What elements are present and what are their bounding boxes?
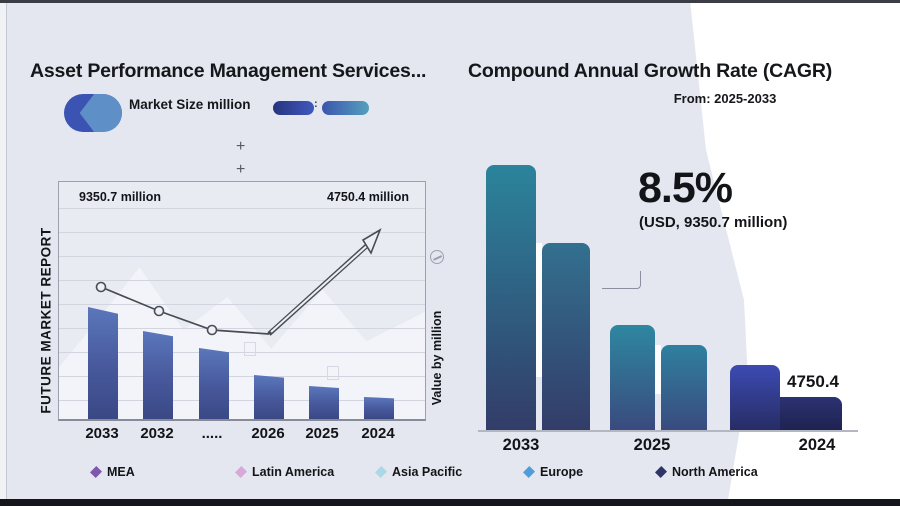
legend-diamond-icon <box>523 466 535 478</box>
value-axis-label: Value by million <box>430 310 444 406</box>
gridline <box>59 376 425 377</box>
mini-pill-teal-icon <box>322 101 369 115</box>
end-value-annotation: 4750.4 million <box>327 190 409 204</box>
bar-pair <box>610 160 730 431</box>
right-x-label: 2025 <box>633 436 671 454</box>
left-x-label: ..... <box>201 425 223 442</box>
cagr-percentage: 8.5% <box>638 164 733 212</box>
left-border <box>0 0 7 506</box>
cagr-usd-caption: (USD, 9350.7 million) <box>639 214 788 231</box>
gridline <box>59 232 425 233</box>
gridline <box>59 304 425 305</box>
left-x-label: 2033 <box>85 425 119 442</box>
bar-gap <box>536 243 542 377</box>
cagr-bar-primary <box>610 325 655 431</box>
bottom-border <box>0 499 900 506</box>
legend-diamond-icon <box>655 466 667 478</box>
market-size-bar <box>254 375 284 419</box>
right-x-label: 2024 <box>798 436 836 454</box>
gridline <box>59 352 425 353</box>
cagr-bar-primary <box>486 165 536 431</box>
top-border <box>0 0 900 3</box>
legend-label: North America <box>672 465 758 479</box>
gridline <box>59 280 425 281</box>
left-x-label: 2024 <box>361 425 395 442</box>
cagr-chart-bars <box>478 160 860 431</box>
cagr-period-subtitle: From: 2025-2033 <box>673 91 777 106</box>
corner-bracket-decoration <box>602 271 641 289</box>
legend-label: Asia Pacific <box>392 465 463 479</box>
left-chart-title: Asset Performance Management Services... <box>30 60 427 82</box>
market-size-bar <box>88 307 118 419</box>
right-x-label: 2033 <box>502 436 540 454</box>
legend-diamond-icon <box>375 466 387 478</box>
gridline <box>59 400 425 401</box>
bar-pair <box>486 160 606 431</box>
market-size-chart-panel: 9350.7 million 4750.4 million <box>58 181 426 421</box>
gridline <box>59 256 425 257</box>
market-size-bar <box>364 397 394 419</box>
start-value-annotation: 9350.7 million <box>79 190 161 204</box>
left-x-label: 2025 <box>305 425 339 442</box>
ghost-document-icon <box>327 366 339 380</box>
pill-colon: : <box>314 98 318 110</box>
cagr-chart-baseline <box>478 430 858 432</box>
market-size-pill-icon <box>64 94 122 132</box>
market-size-bar <box>143 331 173 419</box>
mini-pill-dark-icon <box>273 101 314 115</box>
gridline <box>59 208 425 209</box>
market-size-legend-label: Market Size million <box>129 97 251 112</box>
cagr-bar-secondary <box>661 345 707 431</box>
value-2024-annotation: 4750.4 <box>787 372 839 391</box>
bar-pair <box>730 160 850 431</box>
market-size-bar <box>309 386 339 419</box>
bar-gap <box>655 345 661 394</box>
circled-minus-icon <box>430 250 444 264</box>
pill-highlight <box>79 94 122 132</box>
future-market-report-watermark: FUTURE MARKET REPORT <box>38 227 54 414</box>
left-x-label: 2026 <box>251 425 285 442</box>
right-chart-title: Compound Annual Growth Rate (CAGR) <box>468 60 833 82</box>
ghost-document-icon <box>244 342 256 356</box>
cagr-bar-primary <box>730 365 780 431</box>
cagr-bar-secondary <box>772 397 842 431</box>
cagr-bar-secondary <box>542 243 590 431</box>
legend-diamond-icon <box>235 466 247 478</box>
legend-label: Europe <box>540 465 584 479</box>
legend-diamond-icon <box>90 466 102 478</box>
plus-mark-icon: + <box>236 161 246 178</box>
legend-label: MEA <box>107 465 135 479</box>
plus-mark-icon: + <box>236 138 246 155</box>
market-size-bar <box>199 348 229 419</box>
legend-label: Latin America <box>252 465 335 479</box>
left-x-label: 2032 <box>140 425 174 442</box>
